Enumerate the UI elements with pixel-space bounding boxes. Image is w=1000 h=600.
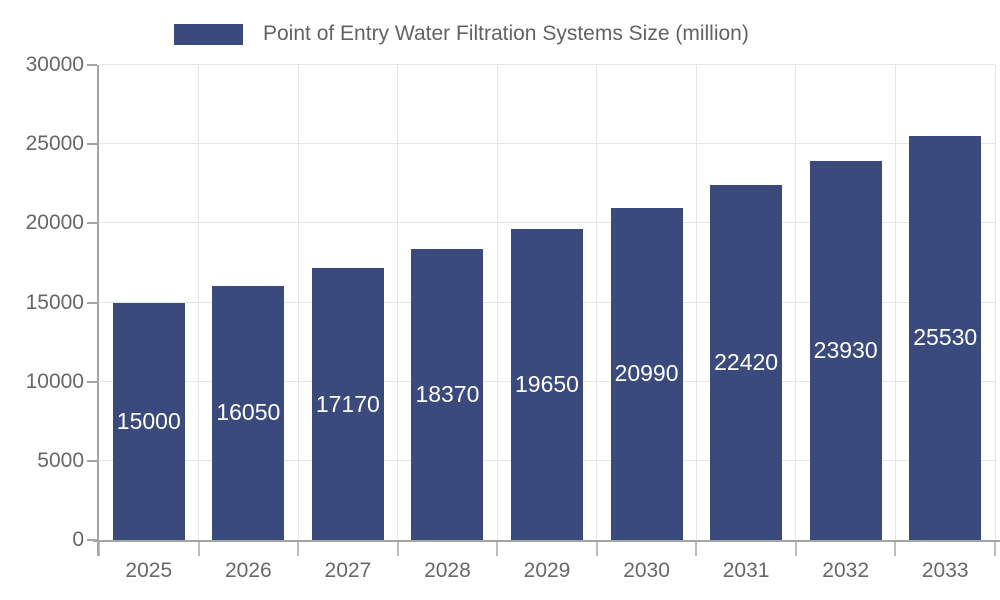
y-axis-tick-label: 25000 bbox=[25, 132, 84, 156]
bar-value-label: 15000 bbox=[116, 407, 181, 434]
bar-value-label: 25530 bbox=[913, 324, 978, 351]
y-axis-tick bbox=[87, 301, 97, 304]
gridline-vertical bbox=[795, 65, 797, 540]
y-axis-tick-label: 0 bbox=[72, 528, 84, 551]
y-axis-tick bbox=[87, 539, 97, 541]
y-axis-tick-label: 5000 bbox=[37, 448, 84, 472]
x-axis-tick bbox=[496, 542, 499, 556]
x-axis-tick-label: 2032 bbox=[822, 559, 870, 582]
gridline-vertical bbox=[496, 65, 498, 540]
x-axis-tick-label: 2031 bbox=[722, 559, 770, 582]
y-axis-tick bbox=[87, 459, 97, 462]
bar-2030: 20990 bbox=[610, 207, 683, 540]
bar-value-label: 16050 bbox=[216, 399, 281, 426]
y-axis-tick-label: 15000 bbox=[25, 290, 84, 314]
gridline-vertical bbox=[397, 65, 399, 540]
x-axis-tick bbox=[994, 542, 996, 556]
bar-value-label: 18370 bbox=[415, 381, 480, 408]
gridline-vertical bbox=[297, 65, 299, 540]
x-axis-tick-label: 2030 bbox=[623, 559, 670, 582]
bar-2029: 19650 bbox=[511, 228, 583, 540]
y-axis-tick bbox=[87, 143, 97, 146]
x-axis-tick-label: 2033 bbox=[921, 559, 969, 582]
gridline-vertical bbox=[596, 65, 598, 540]
bar-value-label: 23930 bbox=[813, 337, 878, 364]
y-axis-line bbox=[97, 65, 99, 556]
x-axis-tick-label: 2025 bbox=[125, 559, 173, 582]
gridline-vertical bbox=[695, 65, 697, 540]
gridline-vertical bbox=[894, 65, 896, 540]
x-axis-tick bbox=[396, 542, 399, 556]
y-axis-tick bbox=[87, 64, 97, 66]
x-axis-tick-label: 2027 bbox=[324, 559, 372, 582]
y-axis-tick bbox=[87, 380, 97, 383]
x-axis-tick bbox=[297, 542, 300, 556]
gridline-vertical bbox=[994, 65, 996, 540]
gridline-horizontal bbox=[99, 143, 995, 145]
bar-2026: 16050 bbox=[212, 285, 285, 540]
x-axis-tick-label: 2029 bbox=[523, 559, 571, 582]
bar-2031: 22420 bbox=[710, 185, 783, 540]
y-axis-tick-label: 20000 bbox=[25, 211, 84, 235]
x-axis-tick bbox=[197, 542, 200, 556]
bar-value-label: 19650 bbox=[515, 370, 579, 397]
x-axis-tick bbox=[894, 542, 897, 556]
gridline-horizontal bbox=[99, 222, 995, 224]
y-axis-tick-label: 30000 bbox=[25, 53, 84, 76]
bar-2033: 25530 bbox=[909, 135, 982, 540]
bar-value-label: 22420 bbox=[714, 349, 779, 375]
x-axis-tick-label: 2028 bbox=[424, 559, 471, 582]
bar-2032: 23930 bbox=[809, 161, 882, 540]
y-axis-tick-label: 10000 bbox=[25, 369, 84, 393]
x-axis-tick bbox=[794, 542, 797, 556]
y-axis-tick bbox=[87, 222, 97, 225]
legend: Point of Entry Water Filtration Systems … bbox=[174, 22, 749, 46]
bar-2027: 17170 bbox=[311, 268, 384, 540]
bar-value-label: 17170 bbox=[315, 390, 380, 417]
gridline-vertical bbox=[198, 65, 200, 540]
x-axis-tick-label: 2026 bbox=[224, 559, 272, 582]
legend-label: Point of Entry Water Filtration Systems … bbox=[263, 22, 749, 45]
bar-2025: 15000 bbox=[112, 302, 185, 540]
legend-swatch bbox=[174, 23, 243, 45]
bar-value-label: 20990 bbox=[614, 360, 679, 387]
x-axis-line bbox=[93, 540, 1000, 542]
x-axis-tick bbox=[695, 542, 698, 556]
bar-2028: 18370 bbox=[411, 249, 484, 540]
x-axis-tick bbox=[98, 542, 100, 556]
x-axis-tick bbox=[595, 542, 598, 556]
gridline-horizontal bbox=[99, 64, 995, 65]
